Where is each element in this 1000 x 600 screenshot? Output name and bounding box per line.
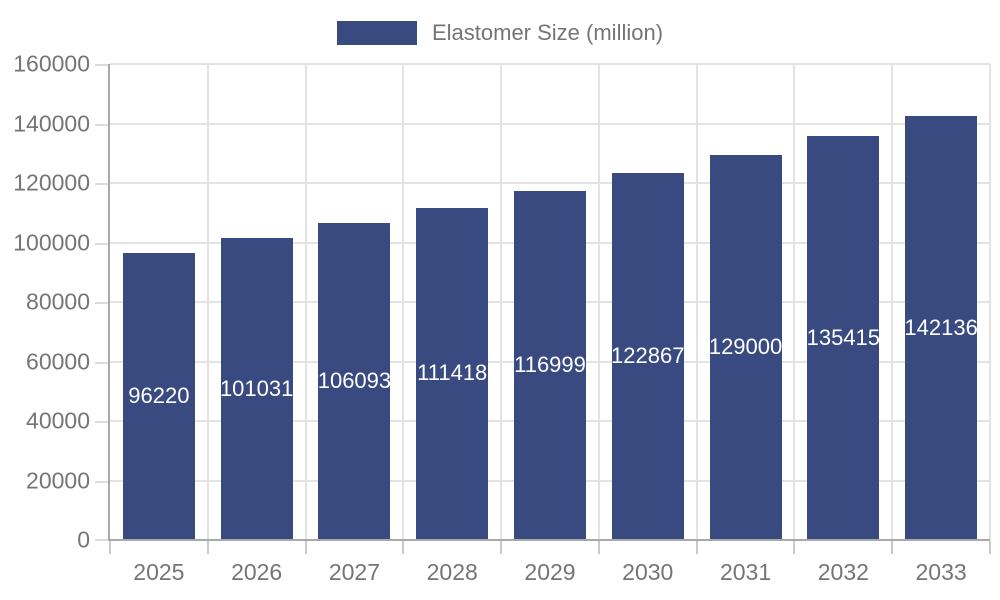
- x-axis-tick-label: 2031: [719, 559, 772, 585]
- v-gridline: [304, 64, 307, 540]
- bar-2033: 142136: [904, 116, 978, 539]
- x-axis-tick-label: 2033: [915, 559, 967, 585]
- x-axis-tick: [402, 541, 405, 554]
- bar-value-label: 96220: [128, 382, 190, 408]
- x-axis-tick: [109, 541, 111, 554]
- y-axis-tick-label: 80000: [26, 288, 90, 315]
- x-axis-tick-label: 2028: [426, 559, 478, 585]
- bar-value-label: 111418: [417, 360, 488, 386]
- v-gridline: [793, 64, 796, 540]
- bar-value-label: 116999: [514, 351, 586, 377]
- y-axis-tick: [95, 302, 108, 304]
- x-axis-tick: [500, 541, 503, 554]
- y-axis-tick-label: 120000: [13, 169, 90, 196]
- bar-2030: 122867: [611, 173, 685, 539]
- x-axis-tick: [989, 541, 991, 554]
- y-axis-tick-label: 140000: [13, 110, 90, 136]
- x-axis-tick-label: 2026: [231, 559, 283, 585]
- v-gridline: [891, 64, 894, 540]
- y-axis-tick: [95, 183, 108, 185]
- y-axis-tick: [95, 361, 108, 364]
- v-gridline: [695, 64, 698, 540]
- x-axis-tick: [891, 541, 894, 554]
- y-axis-tick-label: 60000: [26, 348, 90, 374]
- y-axis-line: [108, 64, 110, 540]
- y-axis-tick-label: 20000: [26, 467, 90, 493]
- v-gridline: [206, 64, 209, 540]
- x-axis-tick: [793, 541, 796, 554]
- y-axis-tick: [95, 64, 108, 66]
- x-axis-tick-label: 2027: [328, 559, 381, 585]
- v-gridline: [597, 64, 600, 540]
- v-gridline: [989, 64, 991, 540]
- bar-2029: 116999: [514, 190, 586, 539]
- x-axis-tick: [304, 541, 307, 554]
- bar-2025: 96220: [122, 252, 195, 539]
- bar-value-label: 142136: [904, 314, 978, 340]
- bar-2032: 135415: [806, 136, 881, 539]
- h-gridline: [110, 182, 990, 184]
- legend-label: Elastomer Size (million): [431, 20, 664, 45]
- y-axis-tick: [95, 480, 108, 483]
- y-axis-tick-label: 100000: [13, 229, 90, 255]
- legend-swatch: [336, 21, 417, 45]
- x-axis-tick-label: 2030: [622, 559, 674, 585]
- bar-2031: 129000: [708, 155, 783, 539]
- h-gridline: [110, 122, 990, 125]
- y-axis-tick-label: 160000: [13, 50, 90, 77]
- bar-value-label: 129000: [708, 334, 783, 360]
- bar-2026: 101031: [219, 238, 294, 539]
- x-axis-tick: [695, 541, 698, 554]
- x-axis-tick: [206, 541, 209, 554]
- y-axis-tick: [95, 123, 108, 126]
- bar-value-label: 106093: [317, 368, 392, 394]
- legend: Elastomer Size (million): [0, 20, 1000, 46]
- bar-value-label: 135415: [806, 324, 881, 350]
- y-axis-tick: [95, 242, 108, 245]
- x-axis-tick-label: 2032: [817, 559, 869, 585]
- y-axis-tick-label: 40000: [26, 407, 90, 434]
- x-axis-tick: [597, 541, 600, 554]
- bar-2028: 111418: [416, 207, 489, 539]
- plot-area: 0 20000 40000 60000 80000 100000 120000 140000 1…: [13, 51, 991, 585]
- bar-value-label: 101031: [219, 375, 294, 401]
- y-axis-tick-label: 0: [77, 526, 90, 553]
- y-axis-tick: [95, 421, 108, 423]
- bar-2027: 106093: [317, 223, 392, 539]
- bar-value-label: 122867: [611, 343, 685, 369]
- v-gridline: [402, 64, 405, 540]
- h-gridline: [110, 63, 990, 65]
- x-axis-tick-label: 2025: [133, 559, 185, 585]
- x-axis-tick-label: 2029: [524, 559, 576, 585]
- v-gridline: [500, 64, 503, 540]
- x-axis-line: [108, 539, 990, 541]
- y-axis-tick: [95, 539, 108, 541]
